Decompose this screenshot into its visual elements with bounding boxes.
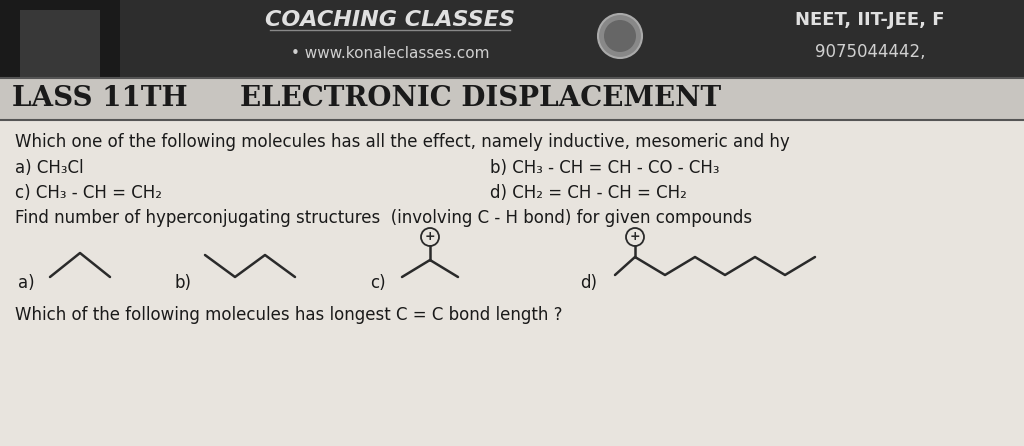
Text: d): d) — [580, 274, 597, 292]
Text: b) CH₃ - CH = CH - CO - CH₃: b) CH₃ - CH = CH - CO - CH₃ — [490, 159, 720, 177]
Polygon shape — [20, 10, 100, 78]
Text: 9075044442,: 9075044442, — [815, 43, 926, 61]
Text: a) CH₃Cl: a) CH₃Cl — [15, 159, 84, 177]
Bar — [0, 0, 1024, 78]
Text: • www.konaleclasses.com: • www.konaleclasses.com — [291, 46, 489, 62]
Text: c) CH₃ - CH = CH₂: c) CH₃ - CH = CH₂ — [15, 184, 162, 202]
Text: a): a) — [18, 274, 35, 292]
Text: COACHING CLASSES: COACHING CLASSES — [265, 10, 515, 30]
Bar — [0, 78, 1024, 120]
Bar — [0, 120, 1024, 446]
Text: Which of the following molecules has longest C = C bond length ?: Which of the following molecules has lon… — [15, 306, 562, 324]
Text: NEET, IIT-JEE, F: NEET, IIT-JEE, F — [796, 11, 945, 29]
Bar — [0, 0, 120, 78]
Text: Which one of the following molecules has all the effect, namely inductive, mesom: Which one of the following molecules has… — [15, 133, 790, 151]
Circle shape — [604, 20, 636, 52]
Text: +: + — [425, 231, 435, 244]
Text: Find number of hyperconjugating structures  (involving C - H bond) for given com: Find number of hyperconjugating structur… — [15, 209, 752, 227]
Text: d) CH₂ = CH - CH = CH₂: d) CH₂ = CH - CH = CH₂ — [490, 184, 687, 202]
Circle shape — [598, 14, 642, 58]
Text: +: + — [630, 231, 640, 244]
Text: LASS 11TH: LASS 11TH — [12, 86, 187, 112]
Text: c): c) — [370, 274, 386, 292]
Text: b): b) — [175, 274, 193, 292]
Text: ELECTRONIC DISPLACEMENT: ELECTRONIC DISPLACEMENT — [240, 86, 721, 112]
